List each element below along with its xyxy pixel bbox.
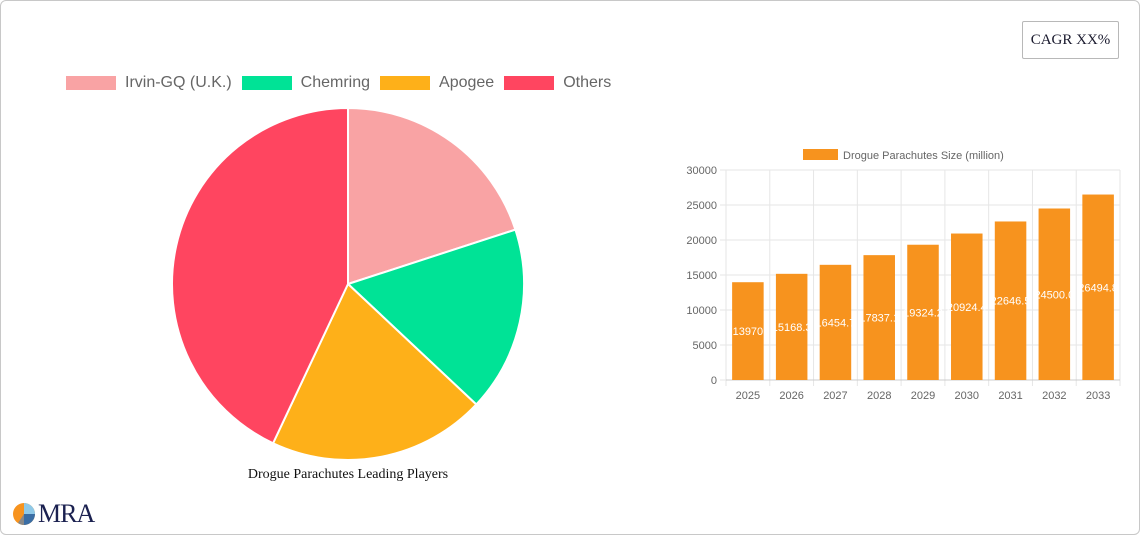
y-tick-label: 0: [711, 375, 717, 387]
y-tick-label: 5000: [693, 340, 717, 352]
bar-data-label: 13970: [733, 326, 764, 338]
bar-data-label: 26494.8: [1078, 282, 1118, 294]
cagr-badge[interactable]: CAGR XX%: [1022, 21, 1119, 59]
legend-label: Chemring: [300, 74, 371, 91]
bar-data-label: 19324.2: [903, 307, 943, 319]
bar-2029[interactable]: [907, 244, 939, 380]
pie-chart: [171, 106, 525, 461]
x-tick-label: 2028: [867, 390, 891, 402]
bar-data-label: 24500.0: [1034, 289, 1074, 301]
bar-2030[interactable]: [951, 233, 983, 380]
pie-chart-title: Drogue Parachutes Leading Players: [247, 467, 449, 482]
x-tick-label: 2030: [955, 390, 979, 402]
legend-label: Apogee: [439, 74, 495, 91]
bar-legend-label: Drogue Parachutes Size (million): [843, 150, 1004, 162]
legend-label: Others: [563, 74, 612, 91]
legend-swatch: [66, 76, 116, 90]
legend-item-others[interactable]: Others: [504, 74, 611, 92]
bar-data-label: 22646.5: [991, 296, 1031, 308]
y-tick-label: 15000: [686, 270, 717, 282]
x-tick-label: 2033: [1086, 390, 1110, 402]
legend-item-apogee[interactable]: Apogee: [380, 74, 494, 92]
x-tick-label: 2027: [823, 390, 847, 402]
x-tick-label: 2026: [779, 390, 803, 402]
legend-swatch: [241, 76, 292, 90]
x-tick-label: 2031: [998, 390, 1022, 402]
logo-text: MRA: [38, 499, 95, 528]
bar-2031[interactable]: [994, 221, 1027, 380]
y-tick-label: 30000: [686, 165, 717, 177]
y-tick-label: 25000: [686, 200, 717, 212]
logo-pie-icon: [13, 503, 35, 525]
y-tick-label: 20000: [686, 235, 717, 247]
x-tick-label: 2032: [1042, 390, 1066, 402]
bar-legend[interactable]: Drogue Parachutes Size (million): [803, 149, 1004, 162]
bar-data-label: 20924.4: [947, 302, 987, 314]
x-tick-label: 2029: [911, 390, 935, 402]
bar-chart: Drogue Parachutes Size (million) 0 5000 100…: [686, 149, 1121, 402]
bar-2033[interactable]: [1082, 194, 1114, 380]
bar-data-label: 17837.1: [859, 313, 899, 325]
legend-item-irvin[interactable]: Irvin-GQ (U.K.): [66, 74, 232, 92]
pie-slice-others[interactable]: [171, 106, 349, 445]
pie-slice-irvin-gq-u-k[interactable]: [347, 106, 517, 286]
bar-2032[interactable]: [1038, 208, 1071, 381]
x-tick-label: 2025: [736, 390, 760, 402]
bar-data-label: 15168.3: [772, 322, 812, 334]
mra-logo: MRA: [12, 499, 95, 529]
legend-item-chemring[interactable]: Chemring: [241, 74, 371, 92]
pie-slice-chemring[interactable]: [346, 228, 525, 406]
bar-2027[interactable]: [819, 264, 852, 380]
y-tick-label: 10000: [686, 305, 717, 317]
pie-slice-apogee[interactable]: [271, 282, 478, 461]
bar-2028[interactable]: [863, 255, 895, 380]
legend-swatch: [504, 76, 555, 90]
pie-legend: Irvin-GQ (U.K.) Chemring Apogee Others: [66, 74, 621, 92]
legend-swatch: [803, 149, 838, 160]
legend-swatch: [380, 76, 431, 90]
legend-label: Irvin-GQ (U.K.): [125, 74, 232, 91]
bar-data-label: 16454.7: [816, 317, 856, 329]
bar-2026[interactable]: [775, 273, 808, 380]
bar-2025[interactable]: [732, 282, 764, 380]
